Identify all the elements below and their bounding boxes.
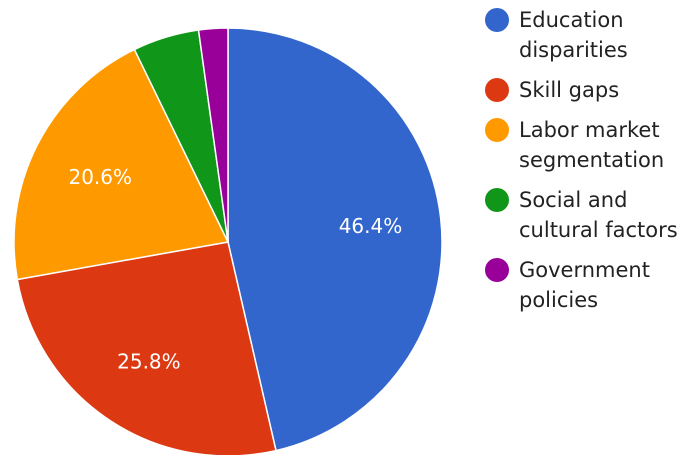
slice-label-skill-gaps: 25.8% (117, 350, 181, 374)
slice-label-education-disparities: 46.4% (339, 214, 403, 238)
legend-label-education-disparities: Education disparities (519, 8, 628, 62)
pie-slice-labels: 46.4% 25.8% 20.6% (68, 165, 402, 374)
legend-swatch-skill-gaps (485, 78, 509, 102)
legend-item-social-and-cultural-factors: Social and cultural factors (485, 188, 678, 242)
legend-swatch-government-policies (485, 258, 509, 282)
legend-item-labor-market-segmentation: Labor market segmentation (485, 118, 664, 172)
legend-label-government-policies: Government policies (519, 258, 650, 312)
pie-slice-government-policies (197, 27, 229, 243)
legend-item-skill-gaps: Skill gaps (485, 78, 619, 102)
pie-slice-labor-market-segmentation (13, 48, 229, 281)
pie-slice-education-disparities (227, 27, 443, 452)
legend-item-government-policies: Government policies (485, 258, 650, 312)
legend-swatch-social-and-cultural-factors (485, 188, 509, 212)
legend: Education disparities Skill gaps Labor mark… (485, 8, 678, 312)
legend-swatch-labor-market-segmentation (485, 118, 509, 142)
legend-label-labor-market-segmentation: Labor market segmentation (519, 118, 664, 172)
slice-label-labor-market-segmentation: 20.6% (68, 165, 132, 189)
legend-item-education-disparities: Education disparities (485, 8, 628, 62)
pie-slice-skill-gaps (16, 241, 277, 455)
pie-slices (13, 27, 443, 455)
legend-label-skill-gaps: Skill gaps (519, 78, 619, 102)
legend-label-social-and-cultural-factors: Social and cultural factors (519, 188, 678, 242)
legend-swatch-education-disparities (485, 8, 509, 32)
